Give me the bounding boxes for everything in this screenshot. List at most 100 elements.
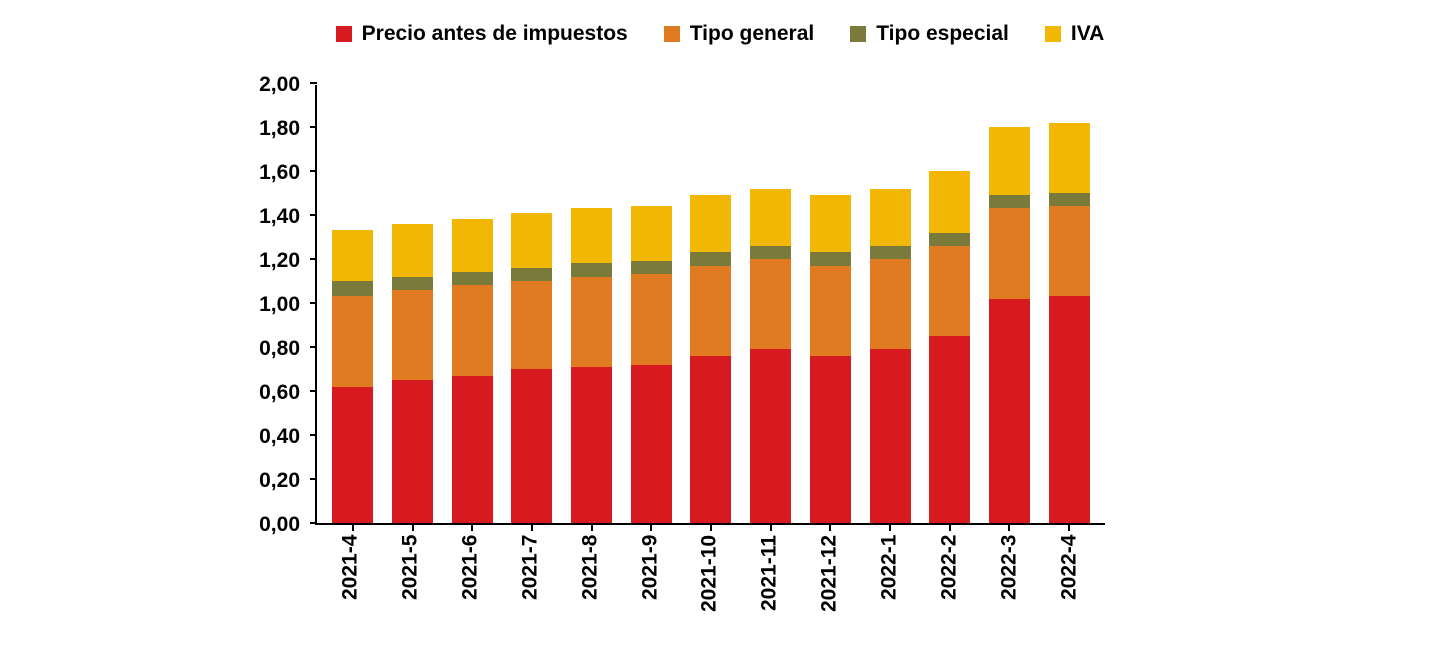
y-tick — [310, 478, 317, 480]
bar-segment-precio — [989, 299, 1030, 523]
bar-segment-general — [631, 274, 672, 364]
bar-segment-iva — [332, 230, 373, 281]
bar-segment-iva — [929, 171, 970, 233]
bar-segment-especial — [631, 261, 672, 274]
bar-segment-especial — [690, 252, 731, 265]
y-tick-label: 1,00 — [259, 293, 300, 317]
bar-segment-iva — [511, 213, 552, 268]
bar-segment-especial — [750, 246, 791, 259]
bar-segment-iva — [452, 219, 493, 272]
bar-segment-iva — [631, 206, 672, 261]
bar — [750, 189, 791, 523]
legend-label: Tipo general — [690, 22, 814, 46]
y-tick-label: 0,40 — [259, 425, 300, 449]
y-tick-label: 0,60 — [259, 381, 300, 405]
x-axis-labels: 2021-42021-52021-62021-72021-82021-92021… — [315, 535, 1105, 645]
x-tick-label: 2021-9 — [630, 535, 671, 645]
bar-segment-iva — [810, 195, 851, 252]
bar — [989, 127, 1030, 523]
y-tick — [310, 346, 317, 348]
y-tick-label: 0,20 — [259, 469, 300, 493]
bar-segment-precio — [810, 356, 851, 523]
x-tick-label: 2021-4 — [330, 535, 371, 645]
x-tick-label: 2022-1 — [869, 535, 910, 645]
bar — [392, 224, 433, 523]
y-tick — [310, 258, 317, 260]
x-tick — [471, 523, 473, 531]
y-tick-label: 2,00 — [259, 73, 300, 97]
y-tick — [310, 434, 317, 436]
bar-segment-precio — [571, 367, 612, 523]
bar-segment-precio — [392, 380, 433, 523]
x-tick-label: 2021-10 — [689, 535, 730, 645]
legend-item-iva: IVA — [1045, 22, 1104, 46]
bar-segment-general — [750, 259, 791, 349]
bar — [929, 171, 970, 523]
x-tick-label: 2021-6 — [450, 535, 491, 645]
x-tick — [770, 523, 772, 531]
legend-swatch-iva — [1045, 26, 1061, 42]
bar-segment-especial — [571, 263, 612, 276]
bar-segment-general — [810, 266, 851, 356]
x-tick-label: 2021-5 — [390, 535, 431, 645]
y-tick-label: 1,60 — [259, 161, 300, 185]
legend-label: Tipo especial — [876, 22, 1009, 46]
bar-segment-iva — [1049, 123, 1090, 193]
x-tick-label: 2022-4 — [1049, 535, 1090, 645]
bar-segment-general — [332, 296, 373, 386]
bar-segment-general — [392, 290, 433, 380]
legend-item-precio: Precio antes de impuestos — [336, 22, 628, 46]
legend-label: Precio antes de impuestos — [362, 22, 628, 46]
y-tick-label: 1,20 — [259, 249, 300, 273]
x-tick — [412, 523, 414, 531]
bar — [810, 195, 851, 523]
x-tick — [650, 523, 652, 531]
bar — [870, 189, 911, 523]
x-tick — [1008, 523, 1010, 531]
bar-segment-especial — [511, 268, 552, 281]
x-tick — [889, 523, 891, 531]
bar-segment-general — [870, 259, 911, 349]
bar-segment-iva — [392, 224, 433, 277]
legend-item-general: Tipo general — [664, 22, 814, 46]
bar-segment-especial — [332, 281, 373, 296]
legend-label: IVA — [1071, 22, 1104, 46]
bar — [452, 219, 493, 523]
x-tick-label: 2022-2 — [929, 535, 970, 645]
legend-swatch-especial — [850, 26, 866, 42]
bar — [511, 213, 552, 523]
y-tick — [310, 214, 317, 216]
y-tick — [310, 522, 317, 524]
x-tick — [591, 523, 593, 531]
bar-segment-precio — [750, 349, 791, 523]
x-tick — [829, 523, 831, 531]
bar-segment-precio — [870, 349, 911, 523]
bar-segment-precio — [929, 336, 970, 523]
x-tick-label: 2021-7 — [510, 535, 551, 645]
x-tick-label: 2021-12 — [809, 535, 850, 645]
bar-segment-general — [452, 285, 493, 375]
legend-swatch-general — [664, 26, 680, 42]
y-tick-label: 1,80 — [259, 117, 300, 141]
bars-container — [317, 85, 1105, 523]
bar-segment-iva — [571, 208, 612, 263]
bar-segment-especial — [452, 272, 493, 285]
bar-segment-precio — [1049, 296, 1090, 523]
y-tick — [310, 390, 317, 392]
bar-segment-general — [571, 277, 612, 367]
x-tick-label: 2021-11 — [749, 535, 790, 645]
bar-segment-iva — [870, 189, 911, 246]
bar-segment-especial — [392, 277, 433, 290]
bar — [571, 208, 612, 523]
bar — [690, 195, 731, 523]
legend-item-especial: Tipo especial — [850, 22, 1009, 46]
y-tick-label: 1,40 — [259, 205, 300, 229]
x-tick-label: 2022-3 — [989, 535, 1030, 645]
bar — [631, 206, 672, 523]
x-tick — [949, 523, 951, 531]
bar-segment-especial — [1049, 193, 1090, 206]
bar-segment-general — [690, 266, 731, 356]
y-tick-label: 0,80 — [259, 337, 300, 361]
bar-segment-precio — [332, 387, 373, 523]
bar-segment-general — [1049, 206, 1090, 296]
